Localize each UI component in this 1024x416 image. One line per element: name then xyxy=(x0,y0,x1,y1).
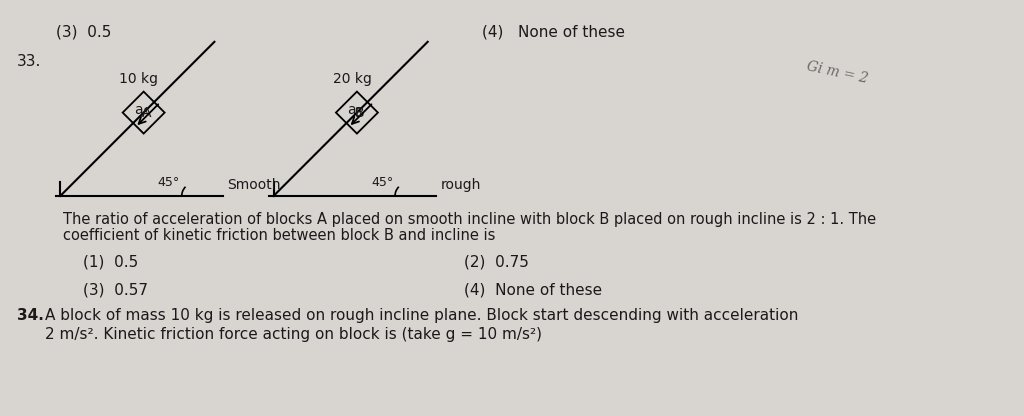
Text: 45°: 45° xyxy=(371,176,393,188)
Text: A: A xyxy=(141,109,148,119)
Text: rough: rough xyxy=(440,178,481,192)
Text: The ratio of acceleration of blocks A placed on smooth incline with block B plac: The ratio of acceleration of blocks A pl… xyxy=(63,212,877,227)
Text: (3)  0.57: (3) 0.57 xyxy=(84,282,148,297)
Text: 45°: 45° xyxy=(158,176,180,188)
Text: A: A xyxy=(141,106,152,119)
Text: 20 kg: 20 kg xyxy=(333,72,372,86)
Text: B: B xyxy=(355,106,365,119)
Text: B: B xyxy=(355,109,361,119)
Text: a: a xyxy=(347,103,356,117)
Text: Gi m = 2: Gi m = 2 xyxy=(805,59,868,86)
Text: (4)   None of these: (4) None of these xyxy=(482,25,626,40)
Text: 33.: 33. xyxy=(16,54,41,69)
Text: A block of mass 10 kg is released on rough incline plane. Block start descending: A block of mass 10 kg is released on rou… xyxy=(44,308,798,323)
Text: (2)  0.75: (2) 0.75 xyxy=(464,254,528,270)
Text: 2 m/s². Kinetic friction force acting on block is (take g = 10 m/s²): 2 m/s². Kinetic friction force acting on… xyxy=(44,327,542,342)
Text: 34.: 34. xyxy=(16,308,44,323)
Text: coefficient of kinetic friction between block B and incline is: coefficient of kinetic friction between … xyxy=(63,228,496,243)
Text: Smooth: Smooth xyxy=(227,178,281,192)
Text: (3)  0.5: (3) 0.5 xyxy=(55,25,111,40)
Text: a: a xyxy=(134,103,142,117)
Text: 10 kg: 10 kg xyxy=(119,72,159,86)
Text: (4)  None of these: (4) None of these xyxy=(464,282,602,297)
Text: (1)  0.5: (1) 0.5 xyxy=(84,254,138,270)
